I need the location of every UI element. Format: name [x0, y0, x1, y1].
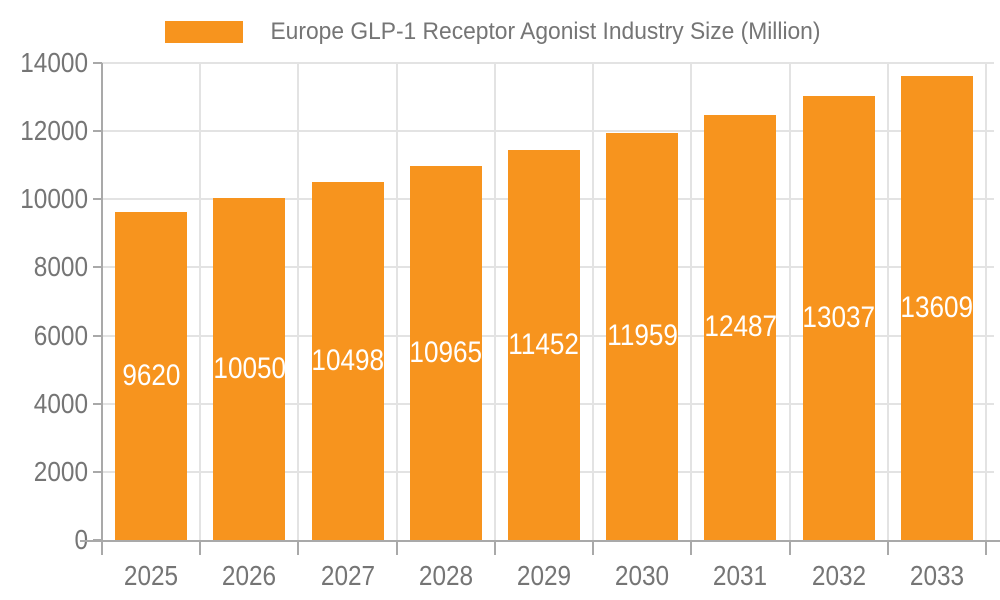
y-axis-tick — [93, 402, 102, 405]
y-axis-tick — [93, 130, 102, 133]
x-tick-label: 2026 — [222, 560, 277, 591]
legend: Europe GLP-1 Receptor Agonist Industry S… — [0, 13, 1000, 51]
v-gridline — [297, 63, 300, 540]
x-tick-label: 2030 — [615, 560, 670, 591]
x-tick-label: 2032 — [811, 560, 866, 591]
x-axis-tick — [395, 542, 398, 555]
y-axis-tick — [93, 62, 102, 64]
x-axis-tick — [690, 542, 693, 555]
bar-value-label: 10498 — [311, 344, 384, 378]
legend-swatch — [165, 21, 244, 43]
v-gridline — [493, 63, 496, 540]
bar: 10965 — [409, 166, 483, 540]
bar: 10498 — [311, 182, 384, 540]
chart-title: Europe GLP-1 Receptor Agonist Industry S… — [270, 18, 821, 45]
bar-value-label: 13037 — [802, 300, 875, 334]
y-axis-tick — [93, 539, 102, 541]
y-axis-tick — [93, 334, 102, 337]
v-gridline — [690, 63, 693, 540]
x-axis-line — [80, 540, 1000, 542]
x-axis-tick — [592, 542, 595, 555]
y-tick-label: 2000 — [33, 455, 88, 487]
x-tick-label: 2029 — [516, 560, 572, 591]
x-axis-tick — [886, 542, 889, 555]
bar: 9620 — [115, 212, 188, 540]
h-gridline — [102, 62, 994, 64]
bar: 11452 — [508, 149, 580, 540]
v-gridline — [788, 63, 791, 540]
bar: 13609 — [901, 76, 973, 540]
y-tick-label: 6000 — [33, 319, 88, 351]
bar: 13037 — [802, 95, 875, 540]
bar-value-label: 13609 — [900, 291, 974, 325]
v-gridline — [395, 63, 398, 540]
x-tick-label: 2028 — [418, 560, 473, 591]
y-axis-tick — [93, 198, 102, 201]
x-tick-label: 2031 — [713, 560, 768, 591]
x-axis-tick — [199, 542, 202, 555]
bar: 12487 — [704, 114, 777, 540]
x-axis-tick — [101, 542, 103, 555]
x-axis-tick — [788, 542, 791, 555]
y-tick-label: 0 — [11, 525, 88, 555]
x-tick-label: 2025 — [124, 560, 179, 591]
y-tick-label: 10000 — [20, 183, 89, 215]
bar-value-label: 9620 — [122, 359, 181, 393]
bar-value-label: 11452 — [508, 327, 580, 361]
y-tick-label: 4000 — [33, 387, 88, 419]
x-axis-tick — [985, 542, 987, 555]
y-tick-label: 14000 — [20, 47, 89, 78]
bar-value-label: 11959 — [606, 319, 678, 353]
v-gridline — [886, 63, 889, 540]
bar-value-label: 10050 — [213, 351, 286, 385]
bar: 11959 — [606, 132, 679, 540]
x-tick-label: 2033 — [909, 560, 964, 591]
x-tick-label: 2027 — [320, 560, 375, 591]
y-axis-tick — [93, 470, 102, 473]
bar-value-label: 10965 — [409, 336, 483, 370]
v-gridline — [592, 63, 595, 540]
bar: 10050 — [213, 197, 286, 540]
v-gridline — [199, 63, 202, 540]
y-axis-line — [101, 63, 103, 542]
y-tick-label: 8000 — [33, 251, 88, 283]
x-axis-tick — [493, 542, 496, 555]
bar-value-label: 12487 — [704, 310, 777, 344]
v-gridline — [985, 63, 987, 540]
h-gridline — [102, 130, 994, 133]
y-tick-label: 12000 — [20, 115, 89, 147]
y-axis-tick — [93, 266, 102, 269]
x-axis-tick — [297, 542, 300, 555]
